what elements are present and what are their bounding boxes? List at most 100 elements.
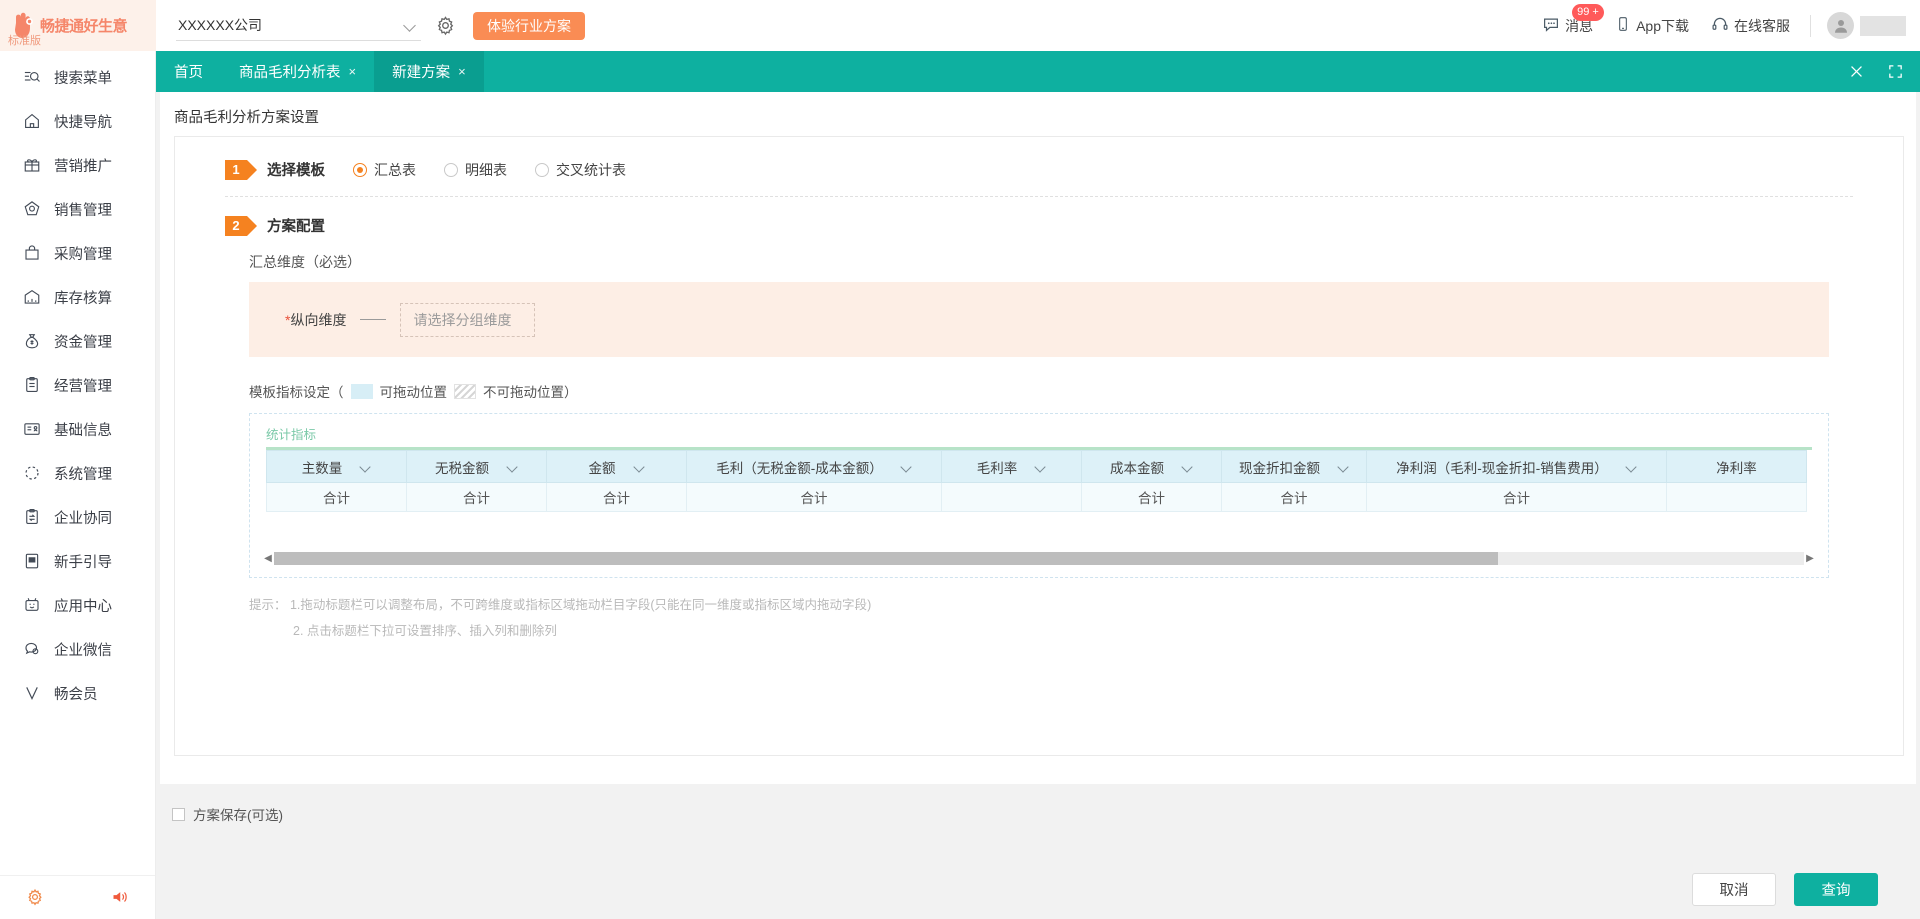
sidebar-item-funds[interactable]: 资金管理 xyxy=(0,319,155,363)
vip-icon xyxy=(22,684,41,703)
tab-new-plan[interactable]: 新建方案 × xyxy=(374,51,484,92)
sidebar-item-vip[interactable]: 畅会员 xyxy=(0,671,155,715)
trial-industry-plan-button[interactable]: 体验行业方案 xyxy=(473,11,585,40)
radio-detail-table[interactable]: 明细表 xyxy=(444,160,507,180)
sidebar-item-purchase[interactable]: 采购管理 xyxy=(0,231,155,275)
search-menu-icon xyxy=(22,68,41,87)
vertical-dimension-label: 纵向维度 xyxy=(290,311,347,328)
section-divider xyxy=(225,196,1853,197)
metrics-col-header[interactable]: 毛利率 xyxy=(941,450,1082,483)
app-download-entry[interactable]: App下载 xyxy=(1615,15,1689,36)
metrics-table: 主数量 无税金额 金额 xyxy=(266,450,1807,512)
metrics-col-label: 毛利率 xyxy=(976,460,1018,476)
caret-right-icon[interactable]: ▶ xyxy=(1806,553,1814,564)
dimension-drop-area[interactable]: * 纵向维度 请选择分组维度 xyxy=(249,282,1829,357)
metrics-col-label: 毛利（无税金额-成本金额） xyxy=(716,460,883,476)
radio-cross-table[interactable]: 交叉统计表 xyxy=(535,160,626,180)
confirm-query-button[interactable]: 查询 xyxy=(1794,872,1878,906)
tab-label: 新建方案 xyxy=(392,65,451,81)
bag-icon xyxy=(22,244,41,263)
metrics-col-header[interactable]: 成本金额 xyxy=(1081,450,1222,483)
metrics-col-header[interactable]: 毛利（无税金额-成本金额） xyxy=(686,450,942,483)
metrics-total-row: 合计 合计 合计 合计 合计 合计 合计 xyxy=(266,482,1807,512)
money-bag-icon xyxy=(22,332,41,351)
top-bar-right: 消息 99 + App下载 xyxy=(1520,4,1920,39)
sidebar-item-new-guide[interactable]: 新手引导 xyxy=(0,539,155,583)
dotted-circle-icon xyxy=(22,464,41,483)
step-1-label: 选择模板 xyxy=(267,163,325,179)
sidebar-item-app-center[interactable]: 应用中心 xyxy=(0,583,155,627)
settings-gear-icon[interactable] xyxy=(26,888,45,907)
required-mark: * xyxy=(285,311,291,328)
sidebar-item-collaboration[interactable]: 企业协同 xyxy=(0,495,155,539)
sidebar-item-basic-info[interactable]: 基础信息 xyxy=(0,407,155,451)
close-all-icon[interactable] xyxy=(1848,63,1865,80)
metrics-col-header[interactable]: 无税金额 xyxy=(406,450,547,483)
company-selector[interactable]: XXXXXX公司 xyxy=(176,11,421,41)
plan-settings-panel: 商品毛利分析方案设置 1 选择模板 汇总表 明细表 xyxy=(160,92,1916,784)
metrics-col-header[interactable]: 主数量 xyxy=(266,450,407,483)
id-card-icon xyxy=(22,420,41,439)
sidebar-item-quick-nav[interactable]: 快捷导航 xyxy=(0,99,155,143)
avatar-icon xyxy=(1827,12,1854,39)
sidebar-item-sales[interactable]: 销售管理 xyxy=(0,187,155,231)
tab-bar-actions xyxy=(1848,51,1920,92)
radio-summary-table[interactable]: 汇总表 xyxy=(353,160,416,180)
page-title: 商品毛利分析方案设置 xyxy=(174,110,319,126)
sidebar-item-marketing[interactable]: 营销推广 xyxy=(0,143,155,187)
close-icon[interactable]: × xyxy=(458,64,466,79)
chevron-down-icon[interactable] xyxy=(901,461,912,472)
metrics-col-header[interactable]: 净利润（毛利-现金折扣-销售费用） xyxy=(1366,450,1667,483)
speaker-icon[interactable] xyxy=(110,888,129,907)
sidebar-item-label: 应用中心 xyxy=(54,598,112,615)
fullscreen-icon[interactable] xyxy=(1887,63,1904,80)
messages-label: 消息 xyxy=(1565,17,1594,34)
sidebar-item-label: 经营管理 xyxy=(54,378,112,395)
caret-left-icon[interactable]: ◀ xyxy=(264,553,272,564)
app-center-icon xyxy=(22,596,41,615)
metrics-col-header[interactable]: 现金折扣金额 xyxy=(1221,450,1367,483)
sidebar-item-system[interactable]: 系统管理 xyxy=(0,451,155,495)
tab-home[interactable]: 首页 xyxy=(156,51,221,92)
cancel-button[interactable]: 取消 xyxy=(1692,872,1776,906)
sidebar-item-label: 企业协同 xyxy=(54,510,112,527)
sidebar-item-operations[interactable]: 经营管理 xyxy=(0,363,155,407)
sidebar-item-search-menu[interactable]: 搜索菜单 xyxy=(0,55,155,99)
metric-legend: 模板指标设定（ 可拖动位置 不可拖动位置 ） xyxy=(249,381,1903,401)
chevron-down-icon[interactable] xyxy=(360,461,371,472)
user-area[interactable] xyxy=(1827,12,1906,39)
gear-icon[interactable] xyxy=(435,15,457,37)
headset-icon xyxy=(1711,15,1729,36)
chevron-down-icon[interactable] xyxy=(507,461,518,472)
chevron-down-icon[interactable] xyxy=(1338,461,1349,472)
top-bar: 畅捷通好生意 标准版 XXXXXX公司 体验行业方案 xyxy=(0,0,1920,51)
metrics-total-cell: 合计 xyxy=(1221,482,1367,512)
group-dimension-select[interactable]: 请选择分组维度 xyxy=(400,302,536,337)
close-icon[interactable]: × xyxy=(348,64,357,79)
messages-entry[interactable]: 消息 99 + xyxy=(1542,4,1604,36)
radio-dot-icon xyxy=(353,162,367,177)
metrics-col-label: 净利润（毛利-现金折扣-销售费用） xyxy=(1396,460,1608,476)
tab-product-gross-profit-report[interactable]: 商品毛利分析表 × xyxy=(221,51,374,92)
scrollbar-track[interactable] xyxy=(274,552,1804,565)
tab-label: 首页 xyxy=(174,65,203,81)
radio-label: 汇总表 xyxy=(374,161,416,178)
sidebar-item-inventory[interactable]: 库存核算 xyxy=(0,275,155,319)
content-area: 商品毛利分析方案设置 1 选择模板 汇总表 明细表 xyxy=(156,92,1920,919)
checkbox-icon[interactable] xyxy=(172,807,185,821)
metrics-col-header[interactable]: 金额 xyxy=(546,450,687,483)
scrollbar-thumb[interactable] xyxy=(274,552,1498,565)
metrics-col-header[interactable]: 净利率 xyxy=(1666,450,1807,483)
plan-save-checkbox-row[interactable]: 方案保存(可选) xyxy=(160,792,1916,824)
chevron-down-icon[interactable] xyxy=(1626,461,1637,472)
chevron-down-icon[interactable] xyxy=(1182,461,1193,472)
horizontal-scrollbar[interactable]: ◀ ▶ xyxy=(262,552,1816,565)
brand-edition: 标准版 xyxy=(8,35,41,47)
chevron-down-icon[interactable] xyxy=(1035,461,1046,472)
sidebar-items: 搜索菜单 快捷导航 xyxy=(0,51,155,875)
chevron-down-icon[interactable] xyxy=(634,461,645,472)
online-service-entry[interactable]: 在线客服 xyxy=(1711,15,1790,36)
summary-dimension-label: 汇总维度（必选） xyxy=(249,254,361,270)
sidebar-item-wechat-work[interactable]: 企业微信 xyxy=(0,627,155,671)
mobile-icon xyxy=(1615,15,1631,36)
